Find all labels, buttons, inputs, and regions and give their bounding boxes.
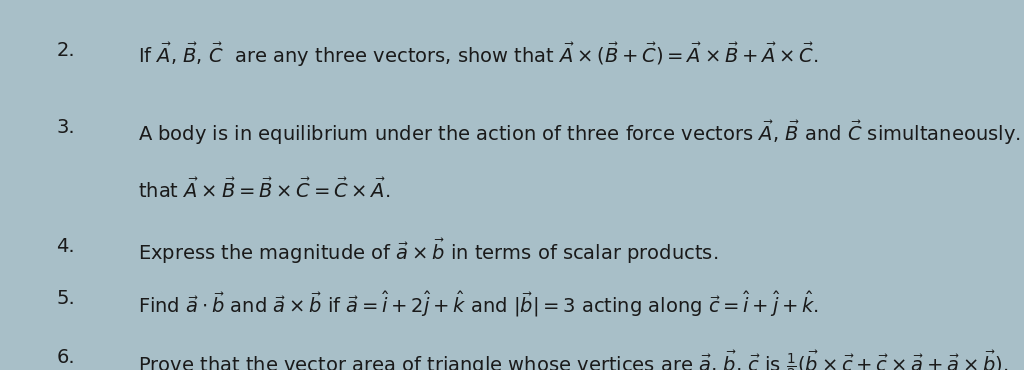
Text: Prove that the vector area of triangle whose vertices are $\vec{a}$, $\vec{b}$, : Prove that the vector area of triangle w… (138, 348, 1009, 370)
Text: 2.: 2. (56, 41, 75, 60)
Text: 4.: 4. (56, 237, 75, 256)
Text: 3.: 3. (56, 118, 75, 137)
Text: Find $\vec{a}\cdot\vec{b}$ and $\vec{a}\times\vec{b}$ if $\vec{a} = \hat{i}+2\ha: Find $\vec{a}\cdot\vec{b}$ and $\vec{a}\… (138, 289, 819, 319)
Text: Express the magnitude of $\vec{a}\times\vec{b}$ in terms of scalar products.: Express the magnitude of $\vec{a}\times\… (138, 237, 719, 266)
Text: 5.: 5. (56, 289, 75, 307)
Text: 6.: 6. (56, 348, 75, 367)
Text: A body is in equilibrium under the action of three force vectors $\vec{A}$, $\ve: A body is in equilibrium under the actio… (138, 118, 1024, 147)
Text: If $\vec{A}$, $\vec{B}$, $\vec{C}$  are any three vectors, show that $\vec{A}\ti: If $\vec{A}$, $\vec{B}$, $\vec{C}$ are a… (138, 41, 819, 69)
Text: that $\vec{A}\times\vec{B} = \vec{B}\times\vec{C} = \vec{C}\times\vec{A}$.: that $\vec{A}\times\vec{B} = \vec{B}\tim… (138, 178, 390, 202)
